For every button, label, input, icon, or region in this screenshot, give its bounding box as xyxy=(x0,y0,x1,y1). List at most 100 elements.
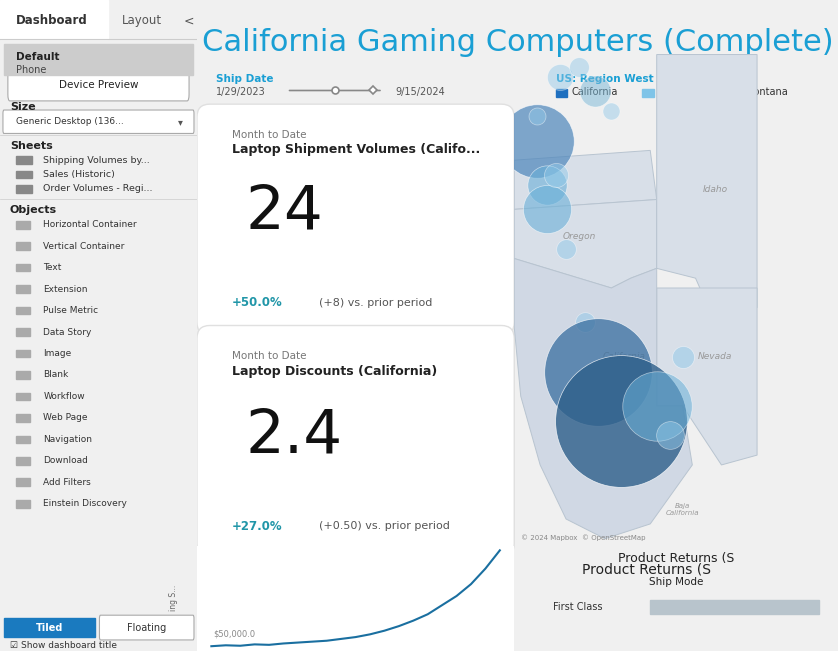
Text: California: California xyxy=(572,87,618,98)
Text: Ship Date: Ship Date xyxy=(216,74,274,85)
Text: Image: Image xyxy=(44,349,71,358)
Bar xyxy=(16,457,29,465)
Point xyxy=(572,62,586,72)
Text: Tiled: Tiled xyxy=(35,622,63,633)
Text: Vertical Container: Vertical Container xyxy=(44,242,125,251)
Text: © 2024 Mapbox  © OpenStreetMap: © 2024 Mapbox © OpenStreetMap xyxy=(520,534,645,541)
Point xyxy=(559,243,572,254)
Text: First Class: First Class xyxy=(553,602,603,612)
Text: Product Returns (S: Product Returns (S xyxy=(618,551,734,564)
Text: California Gaming Computers (Complete): California Gaming Computers (Complete) xyxy=(202,28,833,57)
Text: Generic Desktop (136...: Generic Desktop (136... xyxy=(16,117,123,126)
Text: Text: Text xyxy=(44,263,62,272)
Text: Size: Size xyxy=(10,102,35,113)
Text: Navigation: Navigation xyxy=(44,435,92,444)
Bar xyxy=(650,600,819,614)
FancyBboxPatch shape xyxy=(8,70,189,101)
Bar xyxy=(643,89,654,97)
Bar xyxy=(16,414,29,422)
Text: Idaho: Idaho xyxy=(702,185,727,194)
Polygon shape xyxy=(515,199,657,288)
Bar xyxy=(16,156,32,164)
Point xyxy=(579,317,592,327)
Point xyxy=(553,72,566,82)
Text: Baja
California: Baja California xyxy=(666,503,700,516)
Text: Blank: Blank xyxy=(44,370,69,380)
Text: Layout: Layout xyxy=(122,14,163,27)
Point xyxy=(614,415,628,426)
Bar xyxy=(4,44,193,75)
Text: Dashboard: Dashboard xyxy=(16,14,87,27)
Bar xyxy=(0,0,108,39)
Bar xyxy=(16,393,29,400)
Text: Horizontal Container: Horizontal Container xyxy=(44,220,137,229)
Text: Einstein Discovery: Einstein Discovery xyxy=(44,499,127,508)
Text: Shipping Volumes by...: Shipping Volumes by... xyxy=(44,156,150,165)
Point xyxy=(550,170,563,180)
Text: (+0.50) vs. prior period: (+0.50) vs. prior period xyxy=(318,521,450,531)
Text: ▾: ▾ xyxy=(178,117,184,127)
Bar xyxy=(16,185,32,193)
Bar xyxy=(16,500,29,508)
Bar xyxy=(16,285,29,293)
Polygon shape xyxy=(657,55,757,308)
Text: Month to Date: Month to Date xyxy=(232,351,307,361)
Text: +50.0%: +50.0% xyxy=(232,296,283,309)
Bar xyxy=(16,171,32,178)
Text: 2.4: 2.4 xyxy=(245,407,342,465)
Bar xyxy=(16,242,29,250)
Text: +27.0%: +27.0% xyxy=(232,519,282,533)
Text: Ship Mode: Ship Mode xyxy=(649,577,703,587)
Point xyxy=(592,367,605,377)
Text: Device Preview: Device Preview xyxy=(59,80,138,90)
Point xyxy=(588,86,602,96)
Text: Order Volumes - Regi...: Order Volumes - Regi... xyxy=(44,184,153,193)
Text: Month to Date: Month to Date xyxy=(232,130,307,140)
Bar xyxy=(16,264,29,271)
Text: <: < xyxy=(184,14,194,27)
Point xyxy=(540,204,553,215)
FancyBboxPatch shape xyxy=(197,326,515,557)
Text: Sales (Historic): Sales (Historic) xyxy=(44,170,115,179)
Point xyxy=(676,352,690,362)
Text: 24: 24 xyxy=(245,182,323,241)
Text: Idaho: Idaho xyxy=(659,87,685,98)
Point xyxy=(663,430,676,441)
Text: US: Region West: US: Region West xyxy=(556,74,654,85)
Text: Laptop Discounts (California): Laptop Discounts (California) xyxy=(232,365,437,378)
FancyBboxPatch shape xyxy=(100,615,194,640)
Polygon shape xyxy=(515,258,692,538)
Bar xyxy=(16,307,29,314)
Bar xyxy=(16,478,29,486)
Bar xyxy=(556,89,567,97)
Point xyxy=(530,111,544,121)
Bar xyxy=(16,436,29,443)
Text: Phone: Phone xyxy=(16,64,46,75)
Text: Sheets: Sheets xyxy=(10,141,53,151)
Text: 9/15/2024: 9/15/2024 xyxy=(396,87,446,98)
Text: California: California xyxy=(603,352,646,361)
Bar xyxy=(16,328,29,336)
Text: Laptop Shipment Volumes (Califo...: Laptop Shipment Volumes (Califo... xyxy=(232,143,480,156)
FancyBboxPatch shape xyxy=(3,110,194,133)
Bar xyxy=(16,221,29,229)
FancyBboxPatch shape xyxy=(197,104,515,335)
Text: 1/29/2023: 1/29/2023 xyxy=(216,87,266,98)
Text: Product Returns (S: Product Returns (S xyxy=(582,562,711,577)
Point xyxy=(605,106,618,117)
Text: Montana: Montana xyxy=(745,87,788,98)
Bar xyxy=(16,350,29,357)
Text: Extension: Extension xyxy=(44,284,88,294)
Text: Oregon: Oregon xyxy=(562,232,596,241)
Polygon shape xyxy=(515,150,657,210)
Text: Pulse Metric: Pulse Metric xyxy=(44,306,98,315)
Text: Data Story: Data Story xyxy=(44,327,91,337)
Text: Sales (Historic): Sales (Historic) xyxy=(216,562,321,577)
Text: Workflow: Workflow xyxy=(44,392,85,401)
Text: Nevada: Nevada xyxy=(698,352,732,361)
Text: (+8) vs. prior period: (+8) vs. prior period xyxy=(318,298,432,308)
Text: Download: Download xyxy=(44,456,88,465)
Text: Objects: Objects xyxy=(10,204,57,215)
Text: Web Page: Web Page xyxy=(44,413,88,422)
Bar xyxy=(16,371,29,379)
